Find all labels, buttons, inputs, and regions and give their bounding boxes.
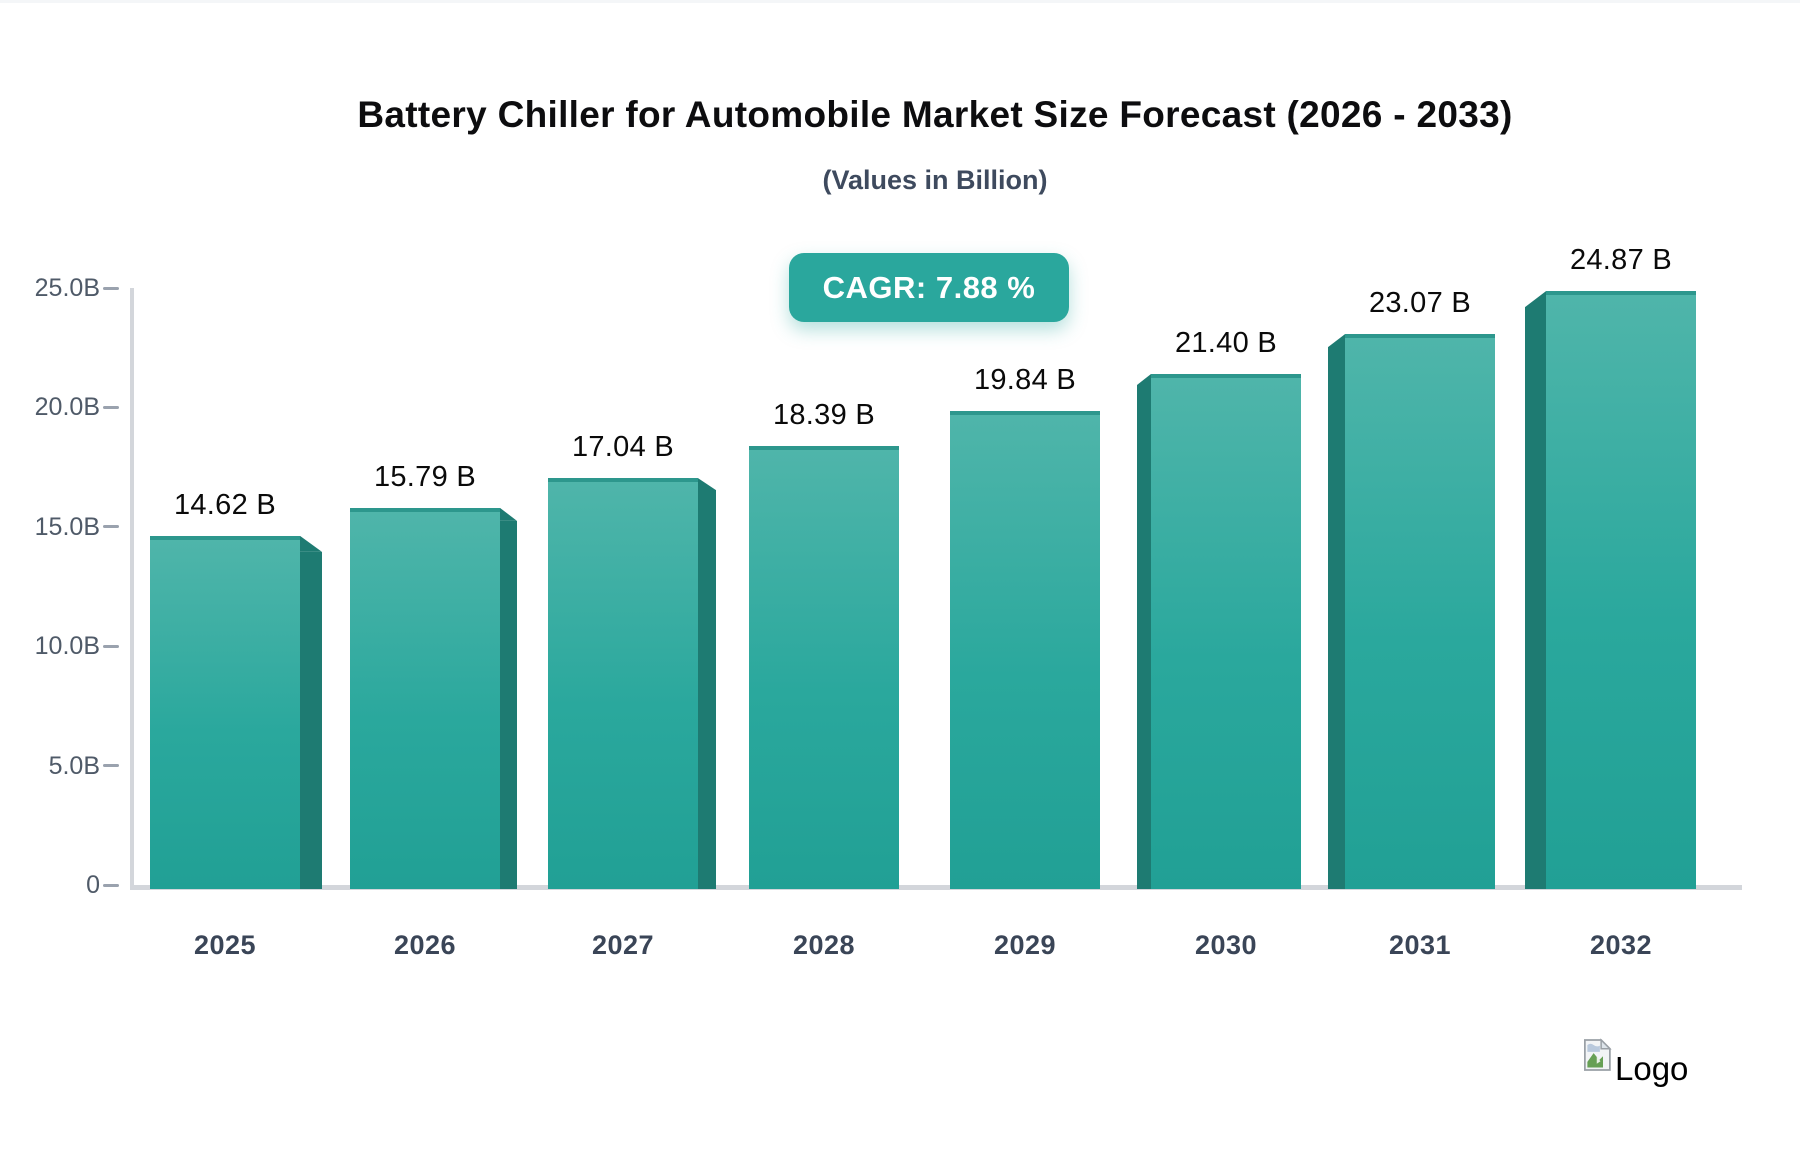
bar-2028 — [749, 445, 899, 889]
x-axis-line — [130, 885, 1742, 890]
x-axis-label: 2030 — [1194, 930, 1258, 960]
bar-value-label: 14.62 B — [173, 488, 277, 521]
y-axis-tick — [103, 286, 119, 290]
y-axis-label: 20.0B — [34, 393, 100, 422]
cagr-badge-label: CAGR: 7.88 % — [822, 269, 1036, 305]
x-axis-label: 2027 — [591, 930, 655, 960]
x-axis-label: 2032 — [1589, 930, 1653, 960]
page-top-strip — [0, 0, 1800, 3]
cagr-badge: CAGR: 7.88 % — [789, 253, 1069, 322]
chart-subtitle: (Values in Billion) — [822, 165, 1048, 195]
y-axis-label: 10.0B — [34, 632, 100, 661]
bar-value-label: 18.39 B — [772, 398, 876, 431]
y-axis-label: 25.0B — [34, 274, 100, 302]
bar-3d-side — [1137, 384, 1151, 889]
x-axis-label: 2026 — [393, 930, 457, 960]
bar-2030 — [1151, 373, 1301, 889]
bar-3d-bevel — [698, 478, 716, 491]
y-axis-label: 5.0B — [48, 751, 100, 780]
y-axis-tick — [103, 764, 119, 768]
logo-alt-text: Logo — [1615, 1050, 1689, 1087]
bar-3d-side — [300, 551, 322, 889]
bar-value-label: 24.87 B — [1569, 244, 1673, 277]
logo: Logo — [1583, 1038, 1688, 1088]
bar-3d-side — [500, 520, 517, 889]
x-axis-label: 2029 — [993, 930, 1057, 960]
bar-2029 — [950, 411, 1100, 889]
y-axis-label: 15.0B — [34, 512, 100, 541]
y-axis-label: 0 — [86, 871, 100, 899]
bar-3d-side — [1328, 347, 1345, 889]
x-axis-label: 2031 — [1388, 930, 1452, 960]
bar-value-label: 23.07 B — [1368, 287, 1472, 320]
bar-value-label: 17.04 B — [571, 431, 675, 464]
bar-2025 — [150, 535, 300, 889]
x-axis-label: 2028 — [792, 930, 856, 960]
y-axis-tick — [103, 883, 119, 887]
bar-value-label: 15.79 B — [373, 460, 477, 493]
bar-3d-bevel — [500, 507, 517, 521]
bar-3d-bevel — [1137, 373, 1151, 385]
bar-value-label: 19.84 B — [973, 364, 1077, 397]
chart-title: Battery Chiller for Automobile Market Si… — [357, 94, 1513, 135]
bar-2026 — [350, 507, 500, 889]
broken-image-icon — [1584, 1038, 1612, 1071]
bar-3d-side — [698, 490, 716, 889]
y-axis-tick — [103, 525, 119, 529]
bar-2031 — [1345, 334, 1495, 889]
x-axis-label: 2025 — [193, 930, 257, 960]
y-axis-tick — [103, 644, 119, 648]
bar-3d-side — [1525, 307, 1546, 889]
y-axis-tick — [103, 405, 119, 409]
y-axis-line — [130, 288, 134, 889]
bar-value-label: 21.40 B — [1174, 326, 1278, 359]
bar-3d-bevel — [300, 535, 322, 552]
bar-2032 — [1546, 291, 1696, 889]
bar-2027 — [548, 478, 698, 889]
